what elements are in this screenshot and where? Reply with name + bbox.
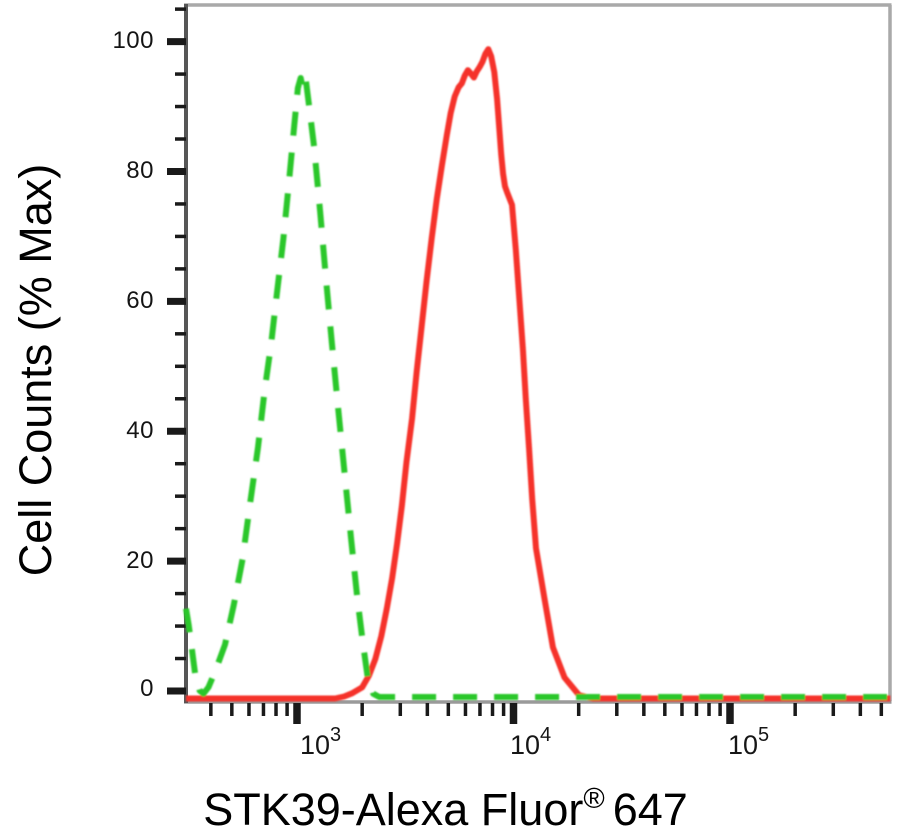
y-tick-label-0: 0 bbox=[140, 675, 154, 702]
y-tick-label-40: 40 bbox=[126, 417, 154, 444]
x-axis-title-main: STK39-Alexa Fluor bbox=[203, 784, 584, 835]
x-tick-label-1e5: 105 bbox=[728, 724, 770, 760]
y-tick-label-100: 100 bbox=[112, 27, 154, 54]
x-tick-label-1e3: 103 bbox=[300, 724, 342, 760]
x-axis-title: STK39-Alexa Fluor® 647 bbox=[0, 783, 905, 836]
registered-trademark-symbol: ® bbox=[583, 783, 605, 815]
y-tick-label-80: 80 bbox=[126, 157, 154, 184]
x-axis-title-number: 647 bbox=[612, 784, 688, 835]
y-tick-label-60: 60 bbox=[126, 287, 154, 314]
x-tick-label-1e4: 104 bbox=[510, 724, 552, 760]
y-tick-label-20: 20 bbox=[126, 547, 154, 574]
y-axis-title: Cell Counts (% Max) bbox=[10, 163, 61, 577]
